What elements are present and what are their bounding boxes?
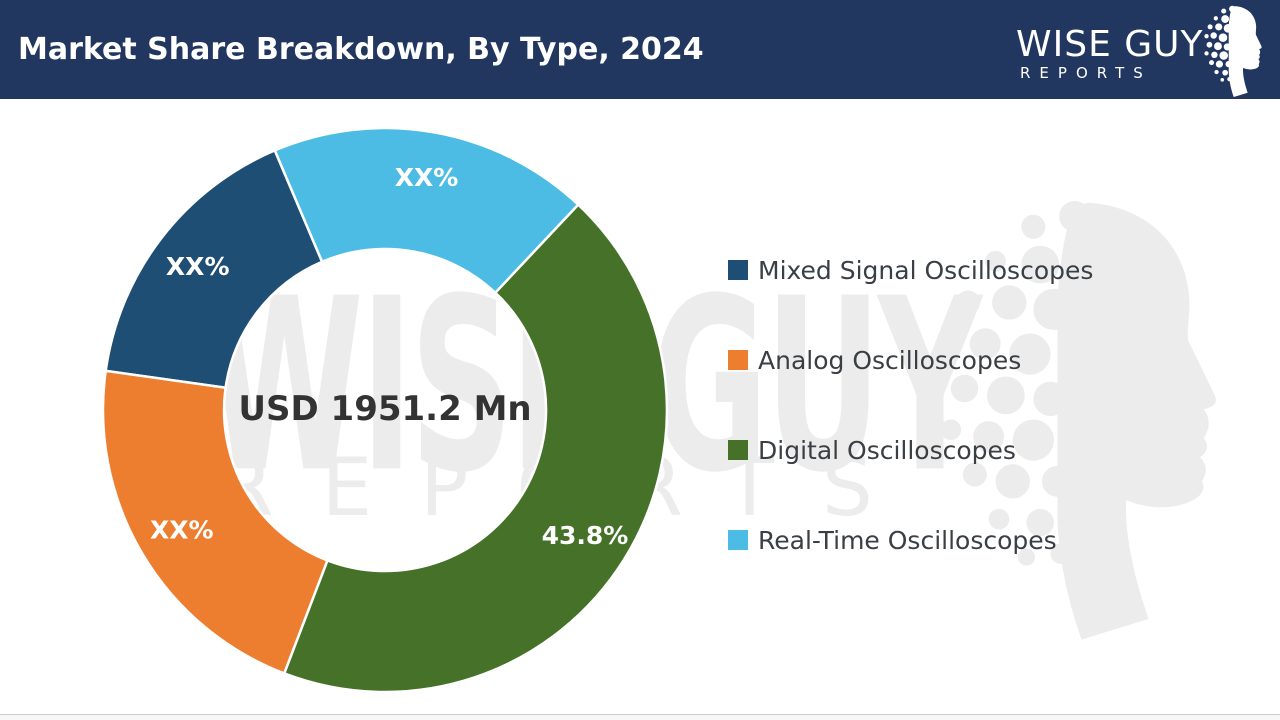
legend-swatch-digital (728, 440, 748, 460)
legend-item-mixed-signal-oscilloscopes[interactable]: Mixed Signal Oscilloscopes (728, 255, 1093, 285)
chart-center-total: USD 1951.2 Mn (238, 389, 532, 429)
donut-segment-real-time-oscilloscopes[interactable] (273, 126, 580, 294)
legend-swatch-mixed-signal (728, 260, 748, 280)
legend-label: Real-Time Oscilloscopes (758, 525, 1057, 555)
logo-text-wise-guy: WISE GUY (1016, 24, 1204, 65)
header-bar: Market Share Breakdown, By Type, 2024 WI… (0, 0, 1280, 99)
donut-segment-mixed-signal-oscilloscopes[interactable] (104, 149, 324, 389)
legend-item-digital-oscilloscopes[interactable]: Digital Oscilloscopes (728, 435, 1093, 465)
wise-guy-reports-logo: WISE GUY REPORTS (1016, 2, 1264, 97)
donut-segment-digital-oscilloscopes[interactable] (283, 203, 669, 694)
legend-swatch-analog (728, 350, 748, 370)
legend-label: Digital Oscilloscopes (758, 435, 1016, 465)
legend-item-analog-oscilloscopes[interactable]: Analog Oscilloscopes (728, 345, 1093, 375)
logo-text-reports: REPORTS (1020, 64, 1152, 82)
page-title: Market Share Breakdown, By Type, 2024 (18, 32, 704, 67)
logo-head-icon (1192, 4, 1264, 97)
legend-label: Mixed Signal Oscilloscopes (758, 255, 1094, 285)
chart-legend: Mixed Signal Oscilloscopes Analog Oscill… (728, 255, 1093, 615)
legend-item-real-time-oscilloscopes[interactable]: Real-Time Oscilloscopes (728, 525, 1093, 555)
legend-swatch-real-time (728, 530, 748, 550)
legend-label: Analog Oscilloscopes (758, 345, 1022, 375)
footer-divider (0, 714, 1280, 720)
donut-segment-analog-oscilloscopes[interactable] (101, 369, 329, 675)
